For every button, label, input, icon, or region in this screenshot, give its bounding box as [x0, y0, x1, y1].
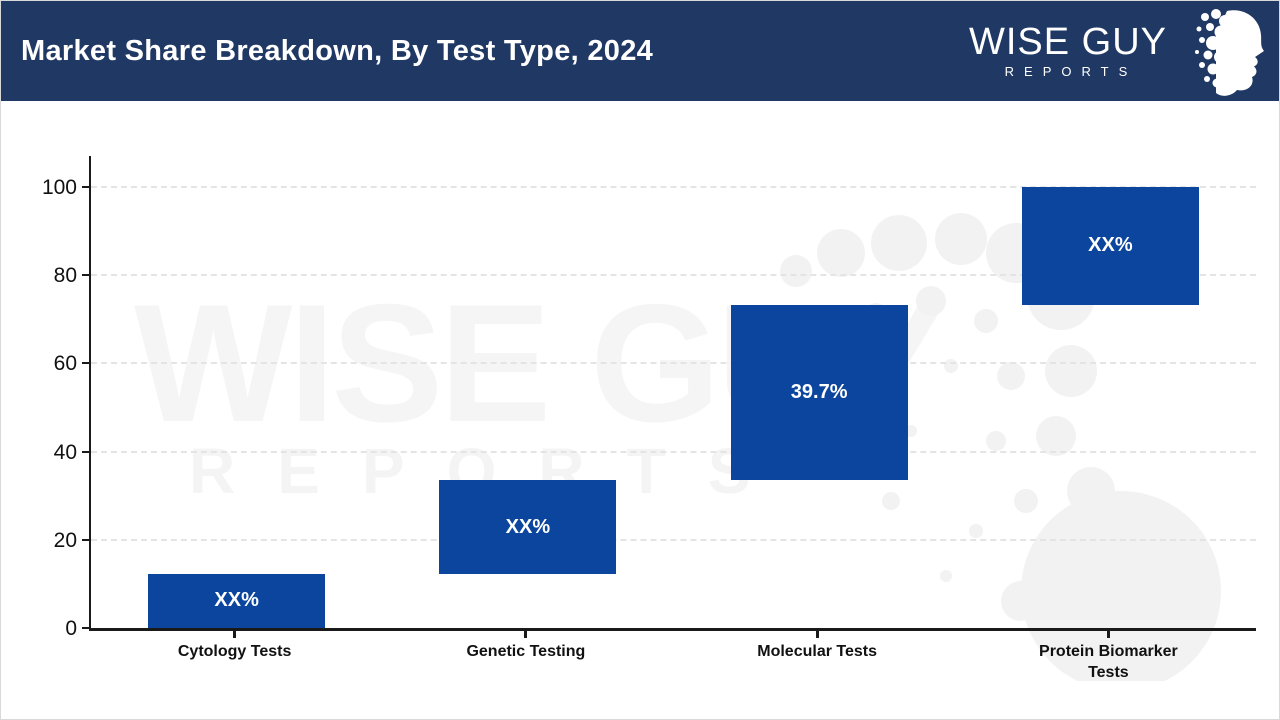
- y-tick-label: 100: [41, 176, 77, 199]
- x-tick-mark: [233, 631, 237, 638]
- category-label: Cytology Tests: [177, 643, 292, 660]
- logo-reports-text: REPORTS: [1004, 64, 1138, 79]
- y-tick-mark: [82, 450, 89, 453]
- y-tick-mark: [82, 627, 89, 629]
- x-tick-mark: [815, 631, 819, 638]
- bar-value-label: 39.7%: [790, 381, 848, 404]
- y-tick-label: 60: [53, 352, 77, 376]
- y-tick-mark: [82, 538, 89, 541]
- logo-wiseguy-text: WISE GUY: [968, 21, 1167, 63]
- logo-head-icon: [1195, 9, 1264, 96]
- category-label: Genetic Testing: [466, 643, 586, 660]
- y-tick-mark: [82, 362, 89, 365]
- bar-value-label: XX%: [214, 589, 259, 612]
- gridline: [91, 538, 1256, 541]
- bar: 39.7%: [730, 305, 908, 481]
- x-tick-mark: [1106, 631, 1110, 638]
- y-tick-mark: [82, 186, 89, 188]
- category-label: Molecular Tests: [757, 643, 877, 660]
- logo: WISE GUY REPORTS: [969, 5, 1265, 97]
- gridline: [91, 450, 1256, 453]
- header-bar: Market Share Breakdown, By Test Type, 20…: [1, 1, 1279, 101]
- page-title: Market Share Breakdown, By Test Type, 20…: [21, 34, 654, 67]
- y-tick-mark: [82, 274, 89, 277]
- logo-text: WISE GUY REPORTS: [969, 23, 1167, 79]
- y-tick-label: 40: [53, 440, 77, 464]
- bar: XX%: [148, 573, 326, 628]
- bar-value-label: XX%: [1088, 234, 1133, 257]
- bar-value-label: XX%: [505, 515, 551, 538]
- x-tick-mark: [524, 631, 528, 638]
- y-tick-label: 80: [53, 264, 77, 288]
- gridline: [91, 274, 1256, 277]
- gridline: [91, 186, 1256, 188]
- bar: XX%: [439, 480, 617, 575]
- y-tick-label: 20: [53, 528, 77, 552]
- gridline: [91, 362, 1256, 365]
- category-label: Protein Biomarker Tests: [1039, 643, 1178, 681]
- y-tick-label: 0: [65, 617, 77, 640]
- bar: XX%: [1021, 187, 1199, 305]
- plot-area: XX% XX% 39.7% XX%: [89, 156, 1256, 631]
